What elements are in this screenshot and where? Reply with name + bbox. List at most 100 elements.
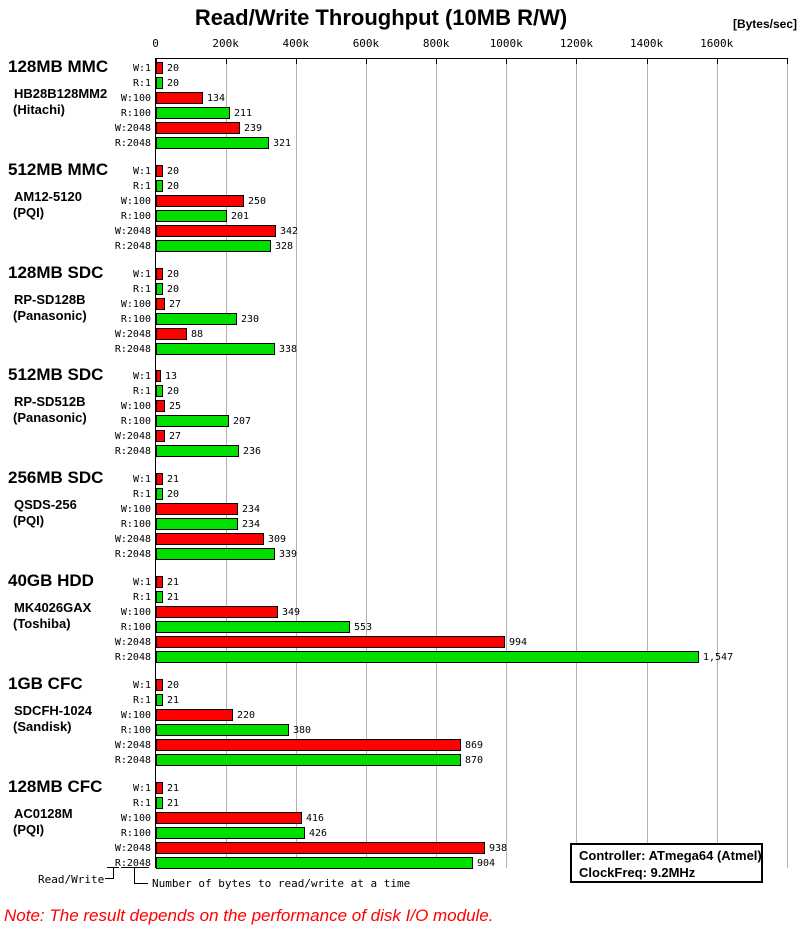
device-model-label: MK4026GAX xyxy=(14,600,92,615)
read-bar xyxy=(156,826,305,839)
bar-category-label: R:2048 xyxy=(114,754,151,766)
bar-value-label: 20 xyxy=(167,180,180,192)
device-capacity-label: 40GB HDD xyxy=(8,571,94,590)
write-bar xyxy=(156,224,276,237)
bar-value-label: 328 xyxy=(275,240,294,252)
device-maker-label: (Toshiba) xyxy=(13,616,71,631)
bar-value-label: 21 xyxy=(167,797,180,809)
read-bar xyxy=(156,282,163,295)
read-bar xyxy=(156,693,163,706)
read-bar xyxy=(156,179,163,192)
read-bar xyxy=(156,488,163,501)
read-bar xyxy=(156,342,275,355)
device-maker-label: (Sandisk) xyxy=(13,718,72,734)
bar-category-label: R:2048 xyxy=(114,343,151,355)
write-bar xyxy=(156,636,505,648)
bar-category-label: W:100 xyxy=(120,195,151,207)
x-axis-tick-label: 0 xyxy=(152,37,159,50)
write-bar xyxy=(156,267,163,280)
bar-value-label: 239 xyxy=(244,123,263,134)
bar-category-label: W:2048 xyxy=(114,534,151,546)
bar-value-label: 21 xyxy=(167,782,180,794)
legend-underline-2048 xyxy=(121,867,149,868)
write-bar xyxy=(156,400,165,413)
x-axis-tick-label: 800k xyxy=(422,37,450,50)
gridline xyxy=(786,58,788,868)
bar-category-label: W:100 xyxy=(120,93,151,104)
write-bar xyxy=(156,327,187,340)
device-maker-label: (Hitachi) xyxy=(13,102,65,117)
gridline xyxy=(576,58,578,868)
device-maker-label: (Panasonic) xyxy=(13,410,87,426)
bar-value-label: 234 xyxy=(242,504,261,516)
bar-category-label: W:1 xyxy=(132,679,151,691)
bar-category-label: W:100 xyxy=(120,401,151,413)
bar-category-label: W:2048 xyxy=(114,739,151,751)
read-bar xyxy=(156,137,269,149)
bar-category-label: W:2048 xyxy=(114,637,151,648)
device-model-label: SDCFH-1024 xyxy=(14,702,93,718)
legend-connector-line xyxy=(134,868,148,884)
device-capacity-label: 128MB SDC xyxy=(8,262,104,282)
axis-tick xyxy=(295,58,297,64)
bar-value-label: 211 xyxy=(234,108,253,119)
read-bar xyxy=(156,723,289,736)
axis-tick xyxy=(716,58,718,64)
bar-category-label: R:100 xyxy=(120,108,151,119)
bar-category-label: R:1 xyxy=(132,694,151,706)
bar-value-label: 20 xyxy=(167,78,180,89)
bar-category-label: W:100 xyxy=(120,812,151,824)
bar-category-label: R:100 xyxy=(120,622,151,633)
bar-category-label: W:1 xyxy=(132,371,151,383)
bar-value-label: 207 xyxy=(233,416,252,428)
bar-value-label: 21 xyxy=(167,577,180,588)
device-capacity-label: 1GB CFC xyxy=(8,673,83,693)
bar-value-label: 20 xyxy=(167,63,180,74)
bar-value-label: 904 xyxy=(477,857,496,869)
write-bar xyxy=(156,194,244,207)
legend-connector-line xyxy=(105,868,114,879)
x-axis-tick-label: 400k xyxy=(282,37,310,50)
x-axis-tick-label: 1400k xyxy=(629,37,664,50)
axis-tick xyxy=(225,58,227,64)
bar-value-label: 20 xyxy=(167,679,180,691)
bar-value-label: 938 xyxy=(489,842,508,854)
bar-value-label: 426 xyxy=(309,827,328,839)
axis-tick xyxy=(365,58,367,64)
bar-value-label: 309 xyxy=(268,534,287,546)
bar-value-label: 321 xyxy=(273,138,292,149)
bar-value-label: 27 xyxy=(169,431,182,443)
bar-category-label: R:2048 xyxy=(114,446,151,458)
bar-value-label: 869 xyxy=(465,739,484,751)
controller-label: Controller: ATmega64 (Atmel) xyxy=(579,848,762,863)
bar-category-label: W:2048 xyxy=(114,225,151,237)
read-bar xyxy=(156,621,350,633)
bar-category-label: R:2048 xyxy=(114,549,151,561)
bar-value-label: 380 xyxy=(293,724,312,736)
chart-title: Read/Write Throughput (10MB R/W) xyxy=(194,5,568,30)
read-bar xyxy=(156,239,271,252)
bar-category-label: R:1 xyxy=(132,180,151,192)
device-model-label: QSDS-256 xyxy=(14,497,77,513)
axis-tick xyxy=(436,58,438,64)
footnote: Note: The result depends on the performa… xyxy=(4,906,494,925)
device-model-label: RP-SD512B xyxy=(14,394,86,410)
x-axis-tick-label: 600k xyxy=(352,37,380,50)
write-bar xyxy=(156,122,240,134)
bar-category-label: W:1 xyxy=(132,577,151,588)
write-bar xyxy=(156,678,163,691)
bar-value-label: 1,547 xyxy=(703,652,734,663)
bar-value-label: 21 xyxy=(167,694,180,706)
read-bar xyxy=(156,651,699,663)
axis-tick xyxy=(576,58,578,64)
bar-value-label: 134 xyxy=(207,93,226,104)
bar-value-label: 20 xyxy=(167,268,180,280)
bar-category-label: R:2048 xyxy=(114,138,151,149)
bar-category-label: R:1 xyxy=(132,386,151,398)
bar-category-label: R:100 xyxy=(120,313,151,325)
bar-category-label: R:1 xyxy=(132,592,151,603)
bar-value-label: 201 xyxy=(231,210,250,222)
bar-value-label: 553 xyxy=(354,622,373,633)
write-bar xyxy=(156,297,165,310)
